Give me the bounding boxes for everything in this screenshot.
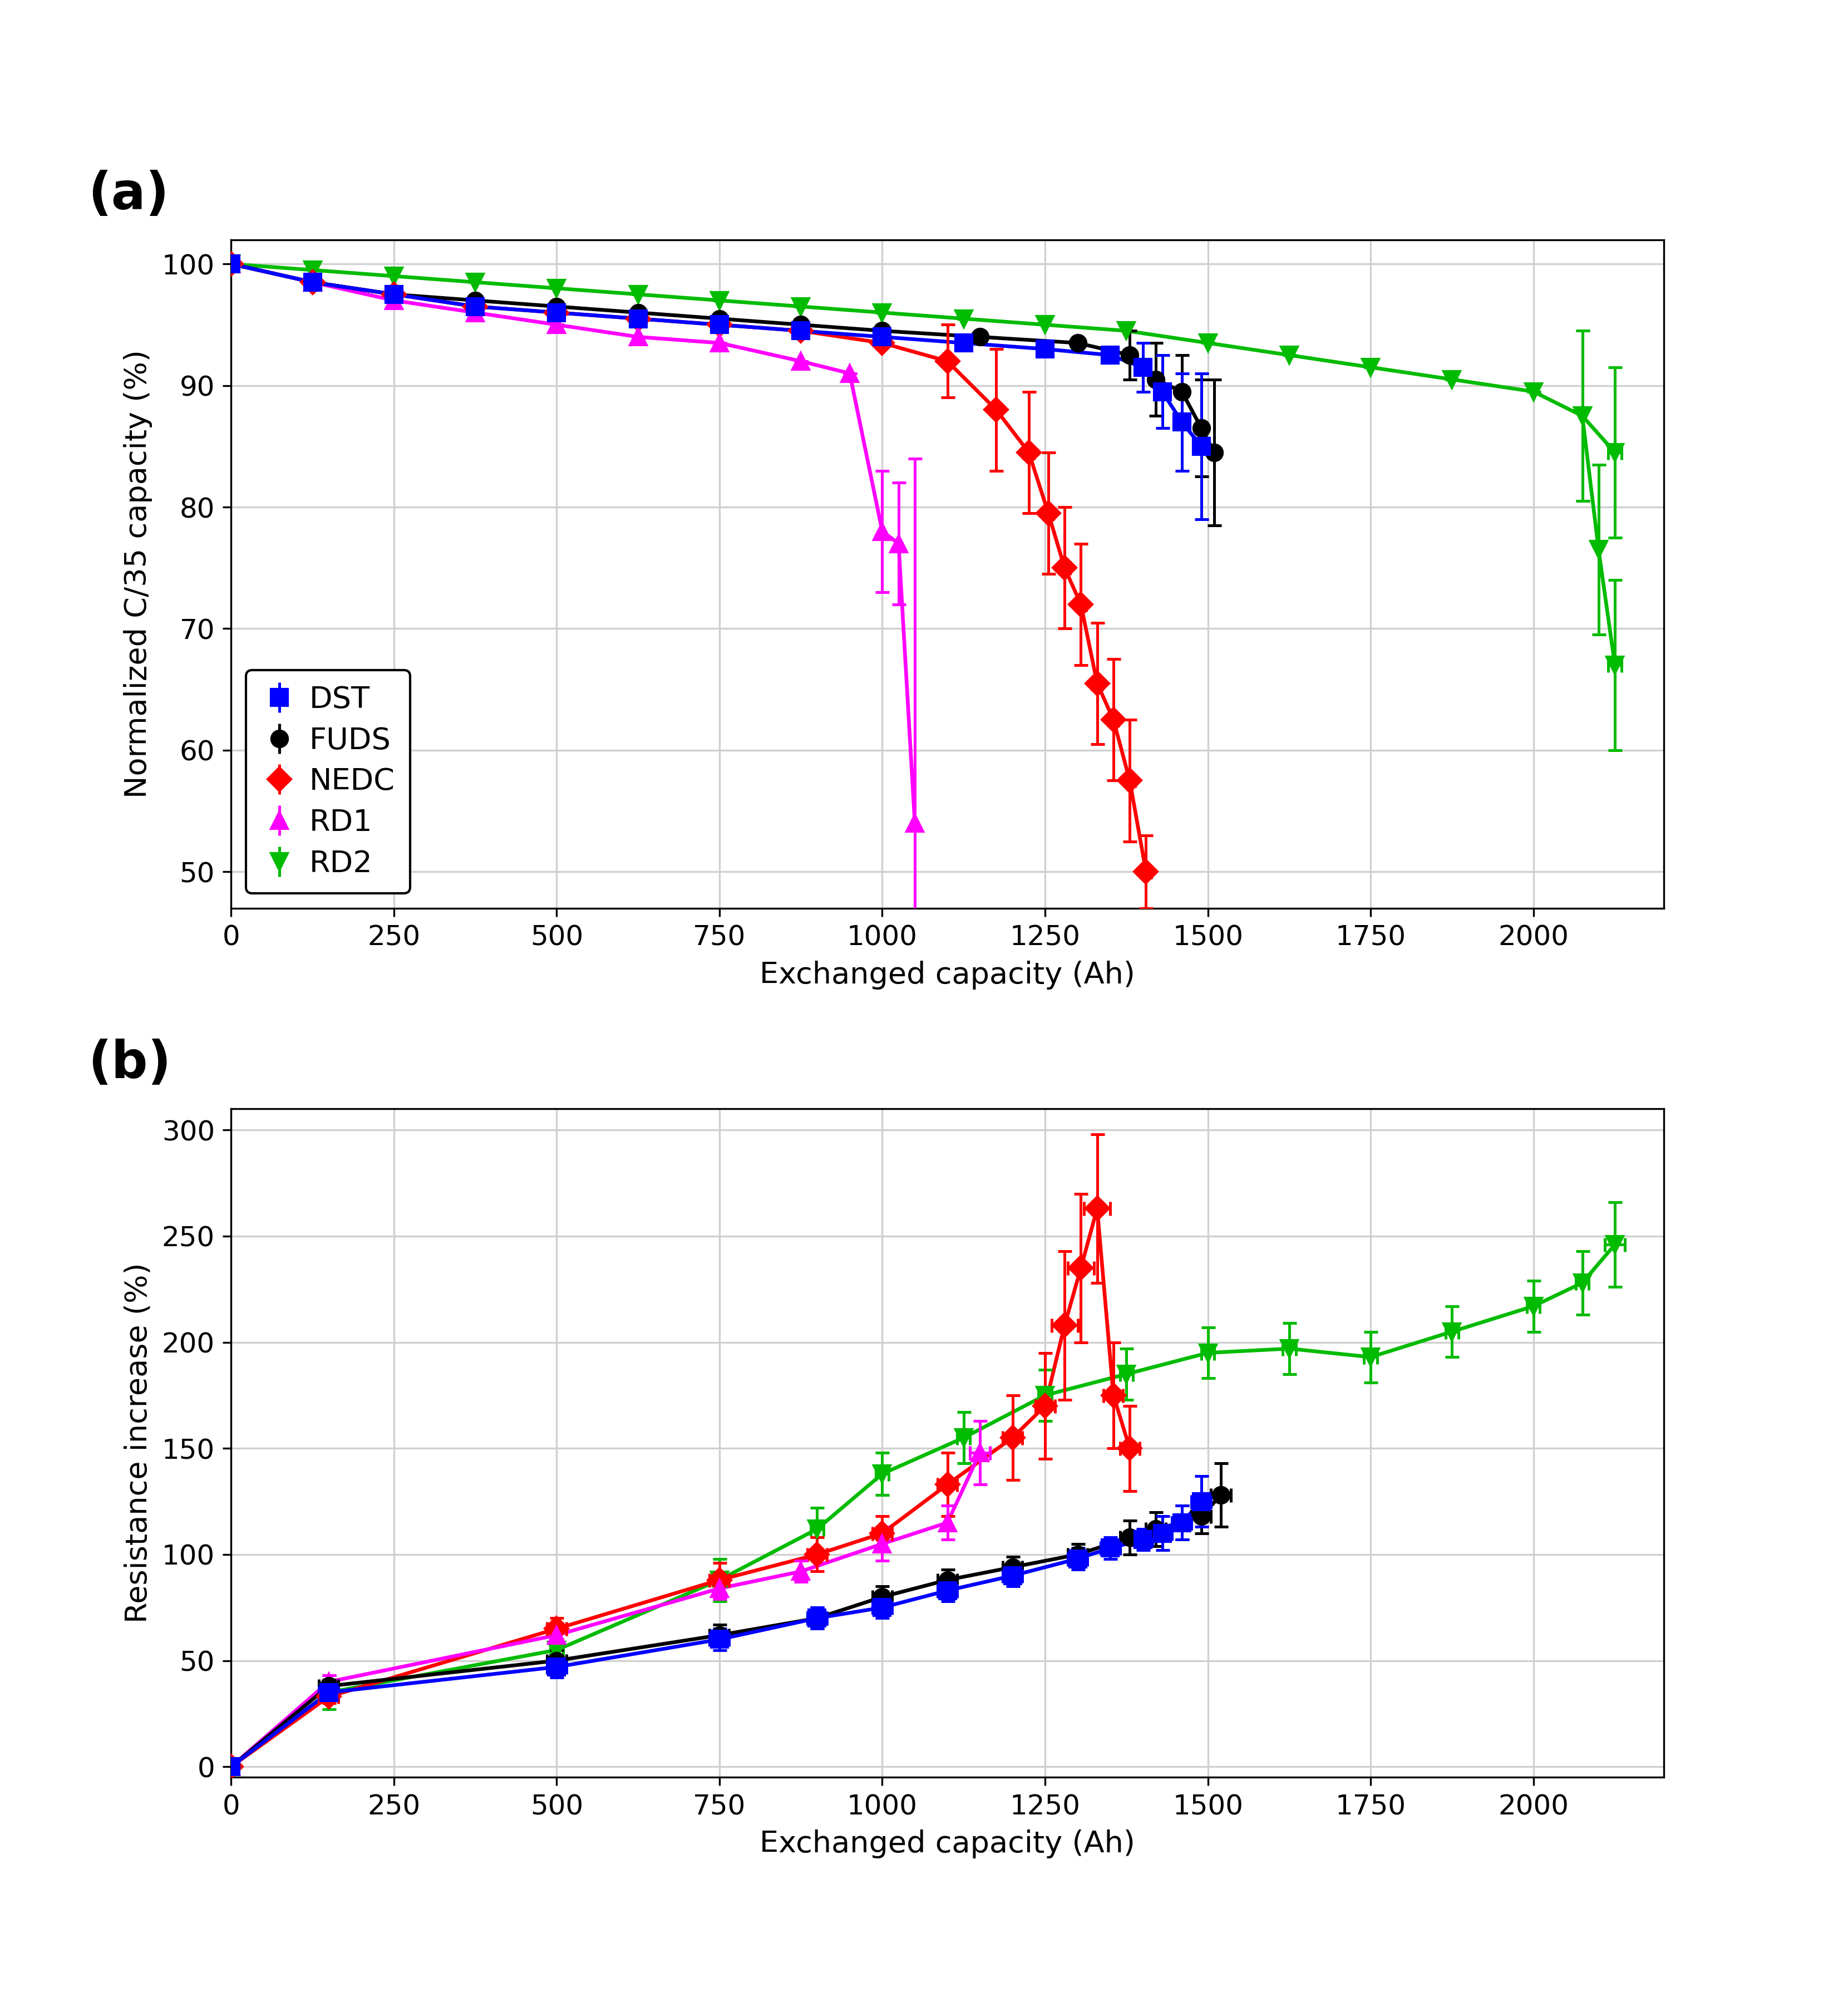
Y-axis label: Resistance increase (%): Resistance increase (%) xyxy=(124,1262,153,1624)
Text: (b): (b) xyxy=(87,1038,170,1088)
X-axis label: Exchanged capacity (Ah): Exchanged capacity (Ah) xyxy=(760,1829,1135,1859)
Text: (a): (a) xyxy=(87,170,168,220)
Y-axis label: Normalized C/35 capacity (%): Normalized C/35 capacity (%) xyxy=(124,349,153,799)
Legend: DST, FUDS, NEDC, RD1, RD2: DST, FUDS, NEDC, RD1, RD2 xyxy=(246,671,410,893)
X-axis label: Exchanged capacity (Ah): Exchanged capacity (Ah) xyxy=(760,961,1135,989)
